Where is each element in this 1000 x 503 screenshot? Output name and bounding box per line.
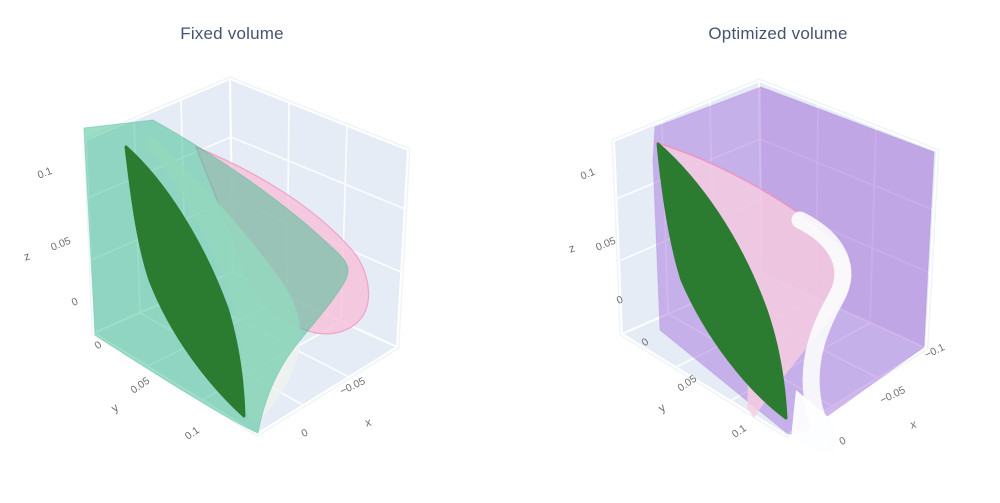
chart-title-fixed: Fixed volume xyxy=(180,24,284,43)
z-tick: 0.05 xyxy=(594,235,618,254)
y-tick: 0 xyxy=(92,339,104,352)
scene-fixed-volume[interactable]: Fixed volume xyxy=(0,0,500,503)
z-tick: 0.05 xyxy=(49,235,73,254)
y-axis-label: y xyxy=(656,402,668,415)
x-axis-label: x xyxy=(909,419,918,432)
z-tick: 0 xyxy=(70,296,80,309)
green-core-surface xyxy=(656,142,788,420)
x-tick: 0 xyxy=(837,435,848,448)
x-tick: −0.05 xyxy=(878,384,907,407)
y-axis-label: y xyxy=(109,402,121,415)
y-tick: 0.1 xyxy=(183,424,202,442)
carved-gap-front xyxy=(791,390,834,456)
x-axis-label: x xyxy=(364,417,373,430)
plot3d-optimized-volume[interactable]: 0.1 0.05 0 z 0 0.05 0.1 y 0 −0.05 −0.1 x xyxy=(500,0,1000,503)
y-tick: 0.05 xyxy=(128,375,152,397)
x-tick: 0 xyxy=(299,427,310,440)
z-tick: 0 xyxy=(615,294,625,307)
y-tick: 0 xyxy=(639,336,651,349)
chart-title-optimized: Optimized volume xyxy=(708,24,848,43)
y-tick: 0.1 xyxy=(730,422,749,440)
z-axis-label: z xyxy=(22,250,31,263)
z-tick: 0.1 xyxy=(579,166,597,183)
z-tick: 0.1 xyxy=(36,165,54,182)
scene-optimized-volume[interactable]: Optimized volume xyxy=(500,0,1000,503)
z-axis-label: z xyxy=(567,242,576,255)
green-core-surface xyxy=(124,145,246,418)
plot3d-fixed-volume[interactable]: 0.1 0.05 0 z 0 0.05 0.1 y 0 −0.05 x xyxy=(0,0,500,503)
z-axis-fixed: 0.1 0.05 0 z xyxy=(22,165,79,309)
